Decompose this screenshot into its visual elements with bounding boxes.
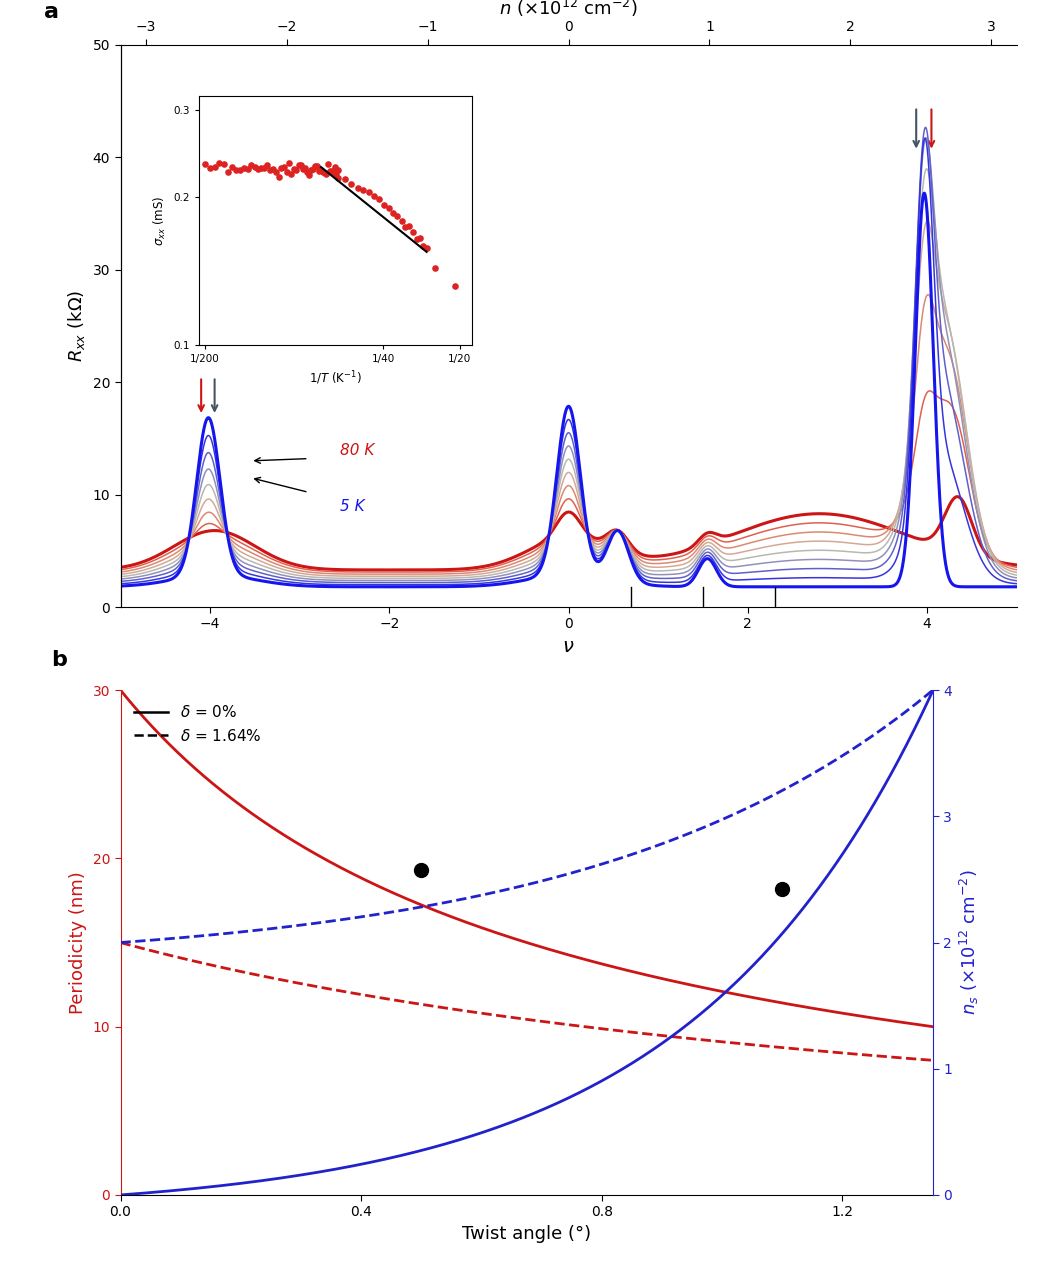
Point — [216, 153, 233, 174]
Point — [318, 164, 334, 184]
Point — [408, 229, 424, 249]
Point — [401, 216, 418, 236]
Point — [446, 275, 463, 295]
Point — [310, 160, 327, 180]
Y-axis label: $\sigma_{xx}$ (mS): $\sigma_{xx}$ (mS) — [152, 196, 168, 245]
Point — [380, 198, 397, 219]
Point — [206, 156, 223, 176]
Point — [389, 206, 406, 226]
Point — [246, 157, 263, 178]
Point — [253, 158, 269, 179]
Point — [418, 238, 435, 258]
Point — [385, 202, 401, 222]
Point — [283, 164, 300, 184]
Point — [267, 161, 284, 181]
Point — [328, 164, 345, 184]
Point — [265, 158, 282, 179]
Point — [393, 211, 410, 231]
Point — [299, 162, 315, 183]
Text: a: a — [44, 3, 60, 22]
Point — [371, 189, 388, 210]
Point — [249, 158, 266, 179]
Point — [276, 157, 292, 178]
Point — [201, 158, 218, 179]
Point — [327, 157, 344, 178]
Point — [773, 878, 790, 898]
Point — [309, 156, 326, 176]
X-axis label: Twist angle (°): Twist angle (°) — [462, 1224, 591, 1243]
Point — [278, 161, 294, 181]
Point — [285, 158, 302, 179]
Point — [243, 155, 260, 175]
Point — [301, 165, 318, 185]
Point — [290, 155, 307, 175]
Point — [307, 156, 324, 176]
Point — [297, 158, 313, 179]
Point — [427, 258, 443, 279]
Point — [314, 162, 331, 183]
Point — [336, 169, 353, 189]
Point — [196, 155, 213, 175]
Point — [259, 155, 276, 175]
Point — [361, 181, 377, 202]
Point — [412, 227, 429, 248]
Point — [292, 155, 309, 175]
Legend: $\delta$ = 0%, $\delta$ = 1.64%: $\delta$ = 0%, $\delta$ = 1.64% — [128, 698, 267, 750]
X-axis label: $n$ ($\times10^{12}$ cm$^{-2}$): $n$ ($\times10^{12}$ cm$^{-2}$) — [499, 0, 638, 19]
Point — [305, 158, 322, 179]
Point — [224, 156, 241, 176]
Point — [288, 160, 305, 180]
Point — [366, 187, 383, 207]
Point — [236, 158, 253, 179]
Text: 5 K: 5 K — [340, 500, 365, 515]
Text: b: b — [51, 651, 67, 670]
Point — [325, 162, 342, 183]
Point — [322, 161, 339, 181]
Point — [355, 179, 372, 199]
Point — [270, 166, 287, 187]
Point — [294, 158, 311, 179]
Y-axis label: $n_s$ ($\times10^{12}$ cm$^{-2}$): $n_s$ ($\times10^{12}$ cm$^{-2}$) — [958, 869, 981, 1016]
Point — [239, 158, 256, 179]
Y-axis label: Periodicity (nm): Periodicity (nm) — [69, 872, 87, 1013]
Point — [415, 236, 432, 257]
Point — [320, 153, 336, 174]
Point — [303, 160, 320, 180]
Point — [256, 158, 272, 179]
Point — [228, 160, 245, 180]
Point — [330, 167, 347, 188]
Point — [376, 194, 393, 215]
Point — [312, 160, 329, 180]
Point — [274, 157, 290, 178]
Point — [211, 153, 227, 174]
Point — [232, 160, 248, 180]
Point — [262, 160, 279, 180]
X-axis label: $1/T$ (K$^{-1}$): $1/T$ (K$^{-1}$) — [309, 369, 362, 387]
X-axis label: $\nu$: $\nu$ — [563, 636, 574, 656]
Point — [323, 161, 340, 181]
Point — [316, 164, 333, 184]
Y-axis label: $R_{xx}$ (k$\Omega$): $R_{xx}$ (k$\Omega$) — [66, 290, 87, 362]
Point — [281, 153, 298, 174]
Text: 80 K: 80 K — [340, 443, 374, 459]
Point — [330, 160, 347, 180]
Point — [413, 860, 430, 881]
Point — [349, 178, 366, 198]
Point — [405, 222, 421, 243]
Point — [220, 162, 237, 183]
Point — [397, 217, 414, 238]
Point — [343, 174, 359, 194]
